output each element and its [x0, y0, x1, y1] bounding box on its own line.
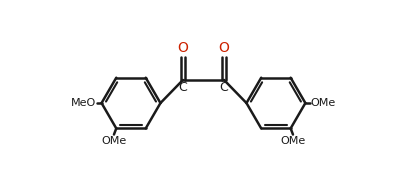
Text: O: O	[177, 41, 188, 55]
Text: OMe: OMe	[311, 98, 336, 108]
Text: MeO: MeO	[71, 98, 96, 108]
Text: C: C	[179, 81, 187, 94]
Text: OMe: OMe	[101, 136, 127, 146]
Text: C: C	[220, 81, 228, 94]
Text: OMe: OMe	[280, 136, 306, 146]
Text: O: O	[219, 41, 229, 55]
